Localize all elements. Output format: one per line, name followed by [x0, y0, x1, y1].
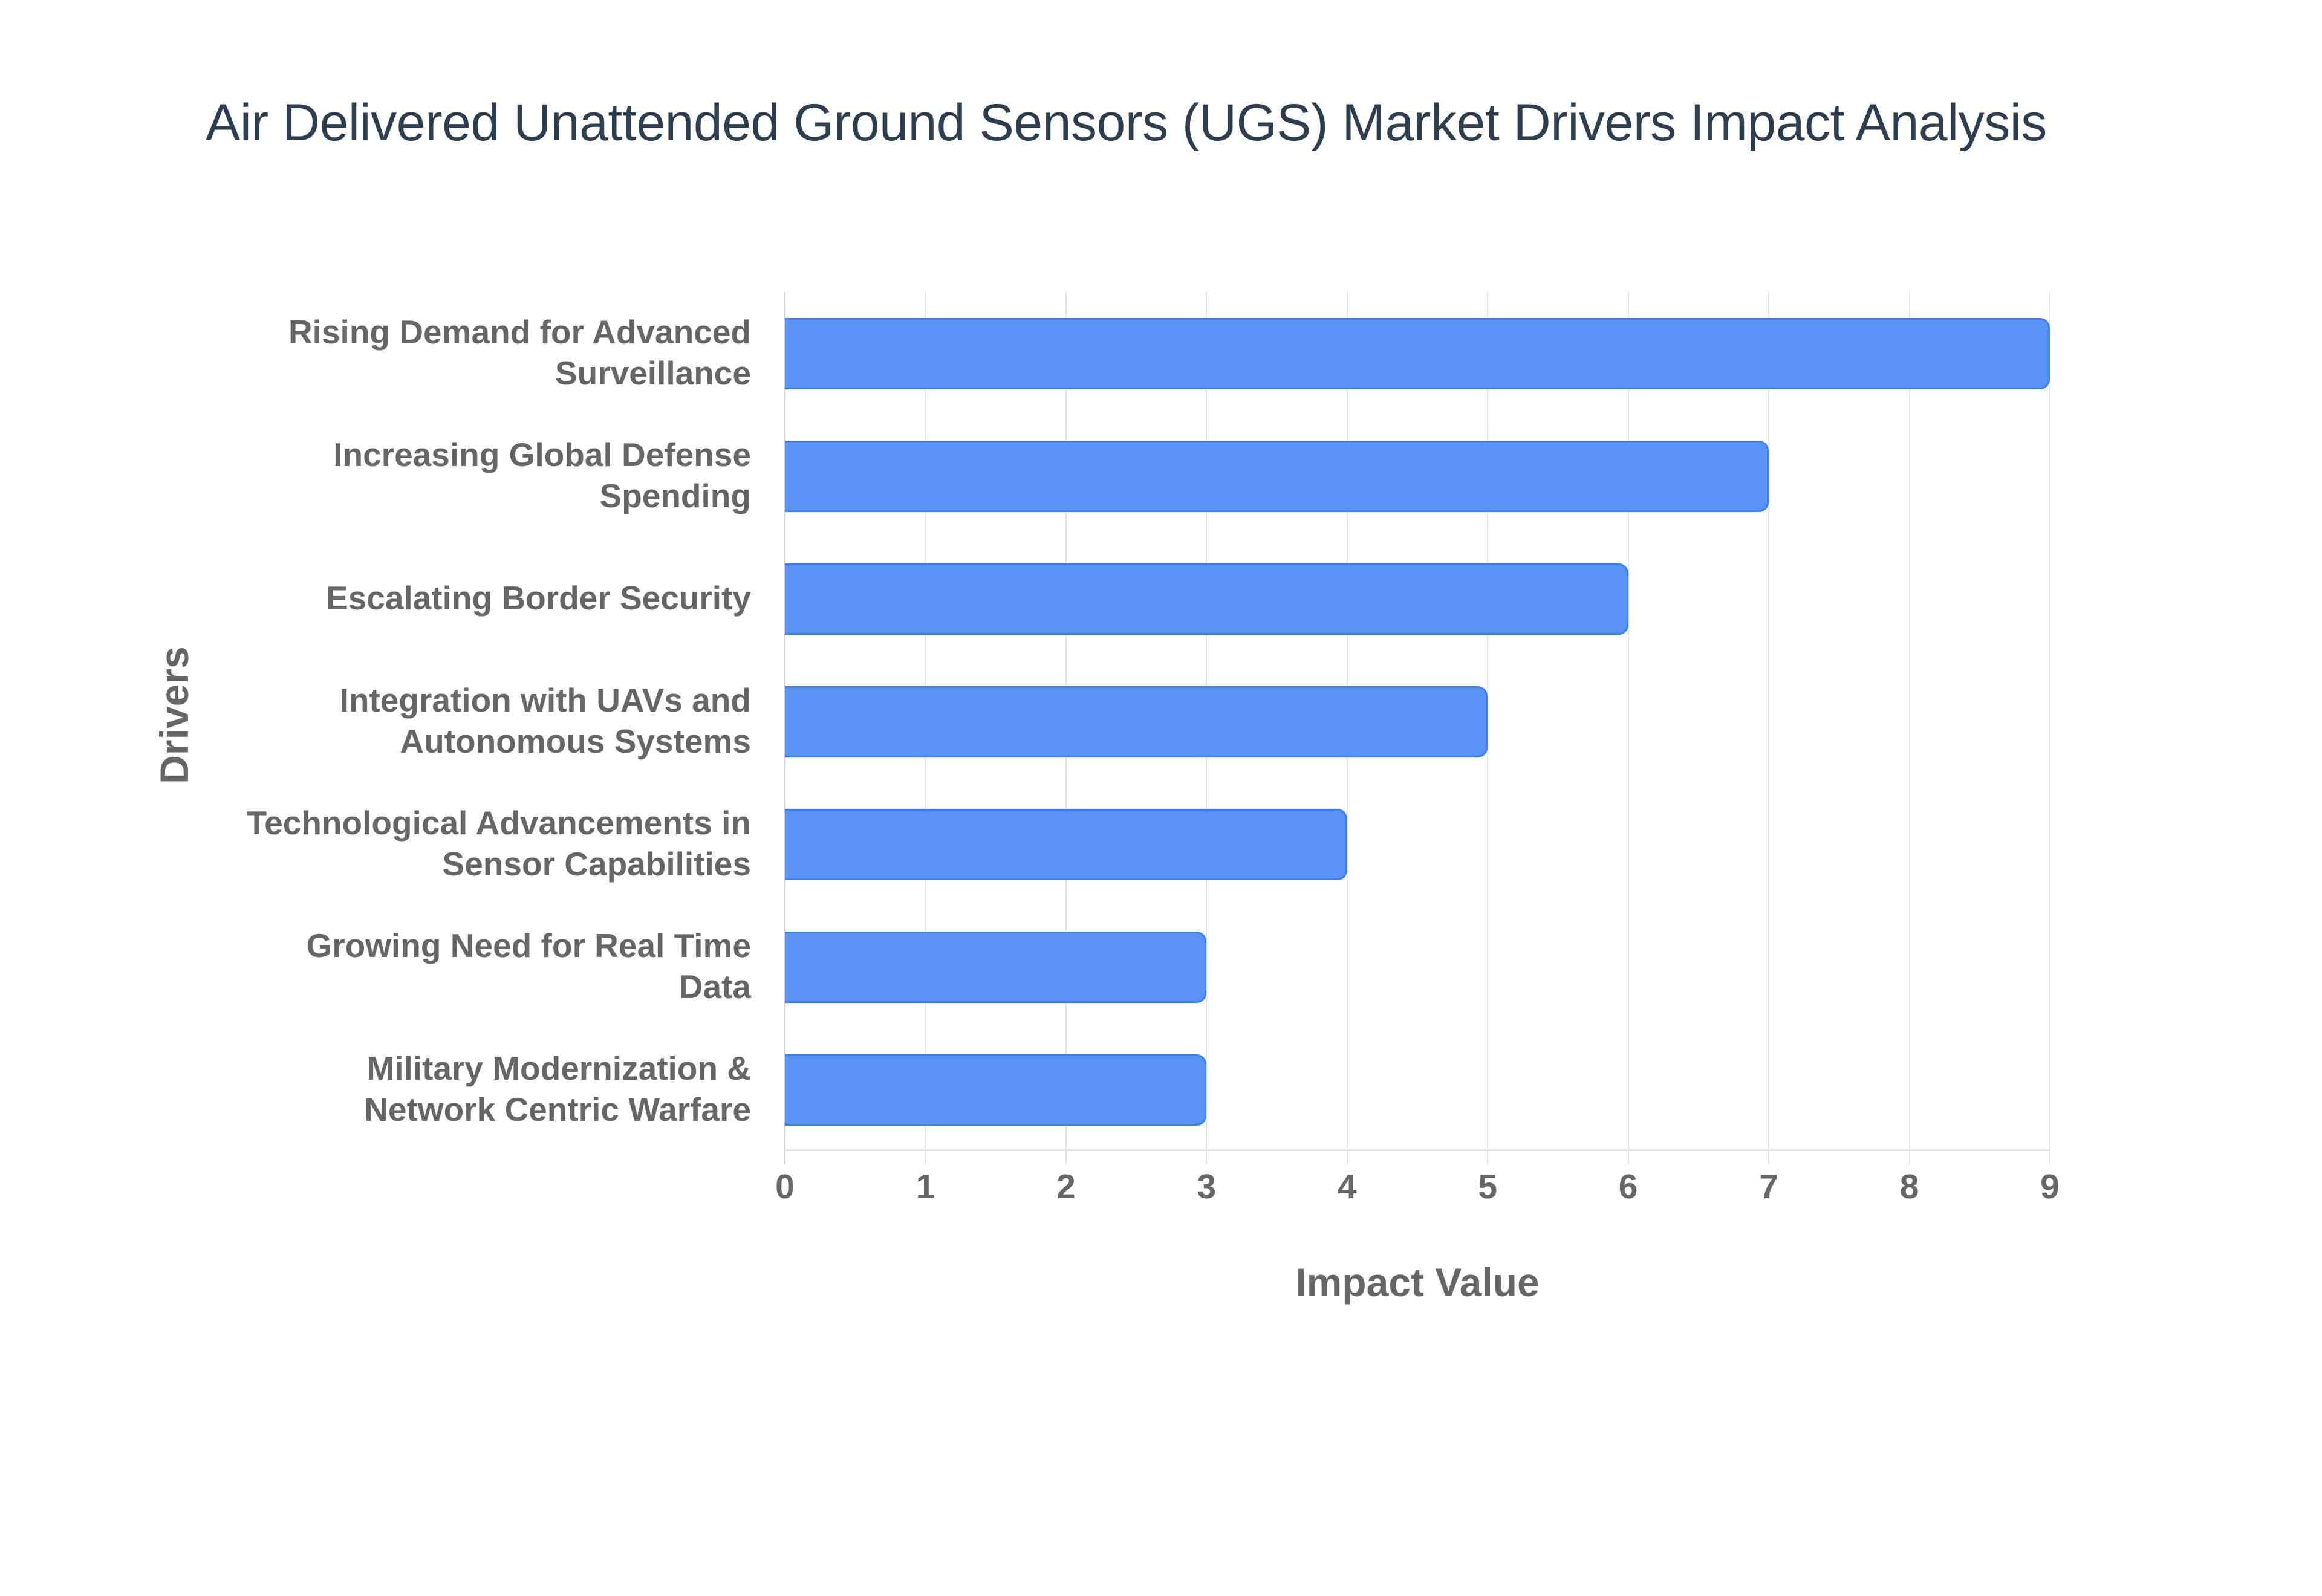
x-axis-tick-label: 2 — [1056, 1167, 1076, 1206]
y-axis-label: Growing Need for Real Time Data — [146, 925, 751, 1007]
y-axis-label-line: Autonomous Systems — [400, 722, 751, 760]
x-axis-tick-label: 3 — [1197, 1167, 1217, 1206]
y-axis-label-line: Growing Need for Real Time — [306, 926, 751, 964]
x-axis-tick-label: 9 — [2040, 1167, 2060, 1206]
gridline — [1768, 292, 1770, 1164]
y-axis-label-line: Escalating Border Security — [325, 579, 751, 617]
y-axis-label-line: Network Centric Warfare — [364, 1090, 751, 1128]
y-axis-label: Technological Advancements in Sensor Capa… — [146, 802, 751, 884]
y-axis-label: Integration with UAVs and Autonomous Syst… — [146, 680, 751, 762]
bar[interactable] — [785, 440, 1769, 512]
y-axis-label-line: Surveillance — [554, 354, 751, 392]
y-axis-label: Escalating Border Security — [146, 577, 751, 618]
y-axis-label: Increasing Global Defense Spending — [146, 434, 751, 516]
x-axis-tick-label: 1 — [915, 1167, 935, 1206]
x-axis-line — [785, 1149, 2050, 1151]
x-axis-title: Impact Value — [1295, 1260, 1540, 1305]
bar[interactable] — [785, 931, 1207, 1003]
y-axis-label-line: Rising Demand for Advanced — [288, 313, 751, 351]
y-axis-label-line: Military Modernization & — [366, 1049, 751, 1087]
y-axis-label-line: Increasing Global Defense — [333, 435, 751, 473]
bar[interactable] — [785, 317, 2050, 389]
bar[interactable] — [785, 1054, 1207, 1126]
x-axis-tick-label: 7 — [1759, 1167, 1778, 1206]
chart-title: Air Delivered Unattended Ground Sensors … — [206, 94, 2047, 152]
x-axis-tick-label: 8 — [1899, 1167, 1919, 1206]
plot-area — [784, 292, 2050, 1164]
gridline — [2049, 292, 2050, 1164]
y-axis-label-line: Spending — [599, 476, 751, 514]
y-axis-line — [784, 292, 785, 1164]
bar[interactable] — [785, 686, 1488, 757]
gridline — [1627, 292, 1629, 1164]
x-axis-tick-label: 0 — [775, 1167, 795, 1206]
y-axis-label-line: Data — [678, 967, 751, 1005]
bar[interactable] — [785, 563, 1628, 635]
gridline — [1908, 292, 1910, 1164]
y-axis-label-line: Sensor Capabilities — [442, 845, 751, 883]
bar[interactable] — [785, 808, 1347, 880]
y-axis-label-line: Technological Advancements in — [246, 803, 751, 842]
x-axis-tick-label: 6 — [1618, 1167, 1638, 1206]
y-axis-label: Military Modernization & Network Centric … — [146, 1048, 751, 1130]
y-axis-label: Rising Demand for Advanced Surveillance — [146, 311, 751, 394]
gridline — [1487, 292, 1489, 1164]
x-axis-tick-label: 5 — [1478, 1167, 1498, 1206]
x-axis-tick-label: 4 — [1337, 1167, 1357, 1206]
y-axis-label-line: Integration with UAVs and — [339, 681, 751, 719]
